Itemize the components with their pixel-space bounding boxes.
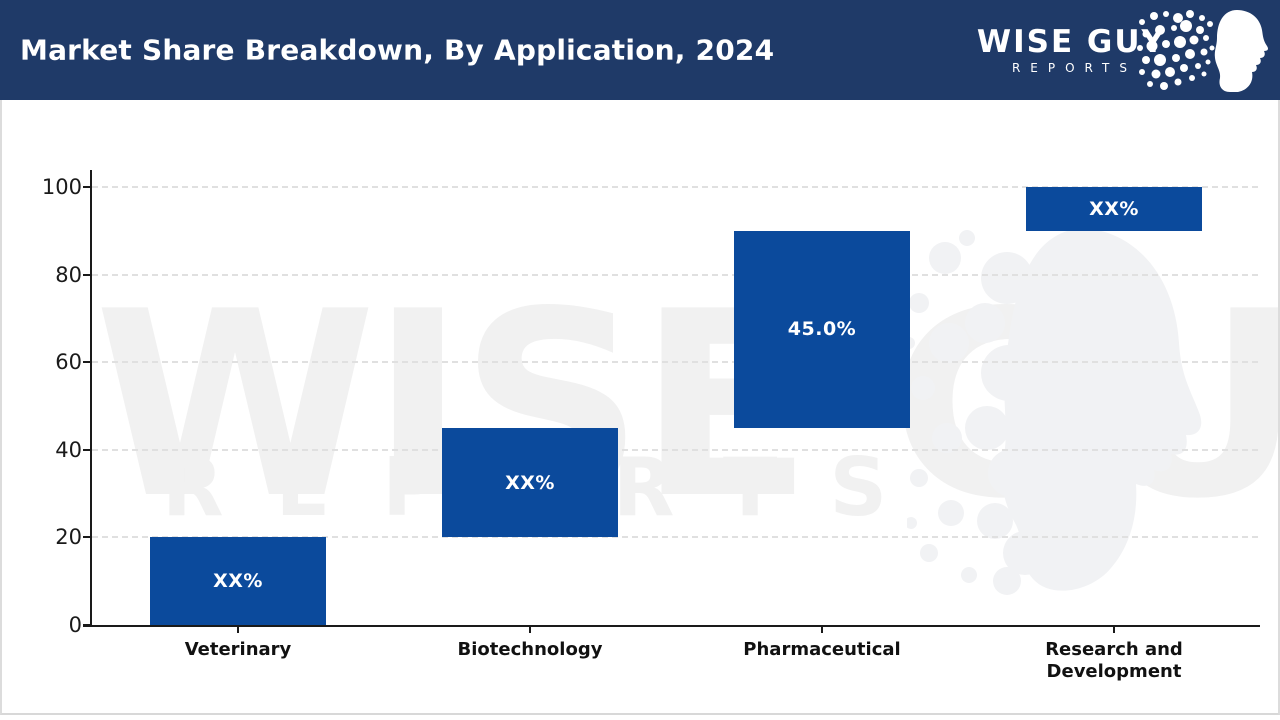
bar: XX%: [442, 427, 618, 538]
y-axis-tick: [83, 536, 90, 539]
x-axis-line: [83, 625, 1260, 627]
gridline: [92, 361, 1260, 364]
x-axis-tick: [1113, 625, 1115, 633]
bar-value-label: XX%: [505, 471, 555, 494]
bar-value-label: 45.0%: [787, 318, 857, 341]
y-axis-tick-label: 20: [55, 525, 82, 550]
brand-subtitle: REPORTS: [1011, 60, 1137, 75]
y-axis-tick-label: 40: [55, 437, 82, 462]
x-axis-tick-label: Research and Development: [1045, 639, 1183, 682]
page-title: Market Share Breakdown, By Application, …: [20, 33, 775, 67]
y-axis-tick-label: 80: [55, 262, 82, 287]
x-axis-tick: [821, 625, 823, 633]
bar-value-label: XX%: [213, 570, 263, 593]
plot: 0 20 40 60 80 100 XX% Veterinary XX% Biotechnolog…: [2, 100, 1278, 713]
x-axis-tick-label: Veterinary: [184, 639, 292, 660]
x-axis-tick: [529, 625, 531, 633]
y-axis-line: [90, 170, 92, 627]
brand-logo-text: WISE GUY REPORTS: [977, 25, 1166, 74]
x-axis-tick-label: Pharmaceutical: [743, 639, 901, 660]
gridline: [92, 273, 1260, 276]
header: Market Share Breakdown, By Application, …: [0, 0, 1280, 100]
gridline: [92, 536, 1260, 539]
brand-face-icon: [1137, 10, 1268, 92]
y-axis-tick-label: 60: [55, 350, 82, 375]
y-axis-tick: [83, 273, 90, 276]
gridline: [92, 186, 1260, 188]
x-axis-tick: [237, 625, 239, 633]
brand-logo: WISE GUY REPORTS: [977, 2, 1270, 98]
y-axis-tick: [83, 186, 90, 188]
brand-wordmark: WISE GUY: [976, 24, 1166, 61]
chart-area: WISE GUY REPORTS 020406080100XX%Veterina…: [0, 100, 1280, 715]
bar: 45.0%: [734, 230, 910, 428]
y-axis-tick-label: 100: [41, 175, 82, 199]
y-axis-tick-label: 0: [68, 613, 82, 637]
bar-value-label: XX%: [1089, 197, 1139, 220]
watermark-face-icon: [907, 228, 1202, 595]
y-axis-tick: [83, 448, 90, 451]
gridline: [92, 448, 1260, 451]
bar: XX%: [1026, 187, 1202, 231]
y-axis-tick: [83, 361, 90, 364]
x-axis-tick-label: Biotechnology: [457, 639, 603, 660]
bar: XX%: [150, 537, 326, 625]
